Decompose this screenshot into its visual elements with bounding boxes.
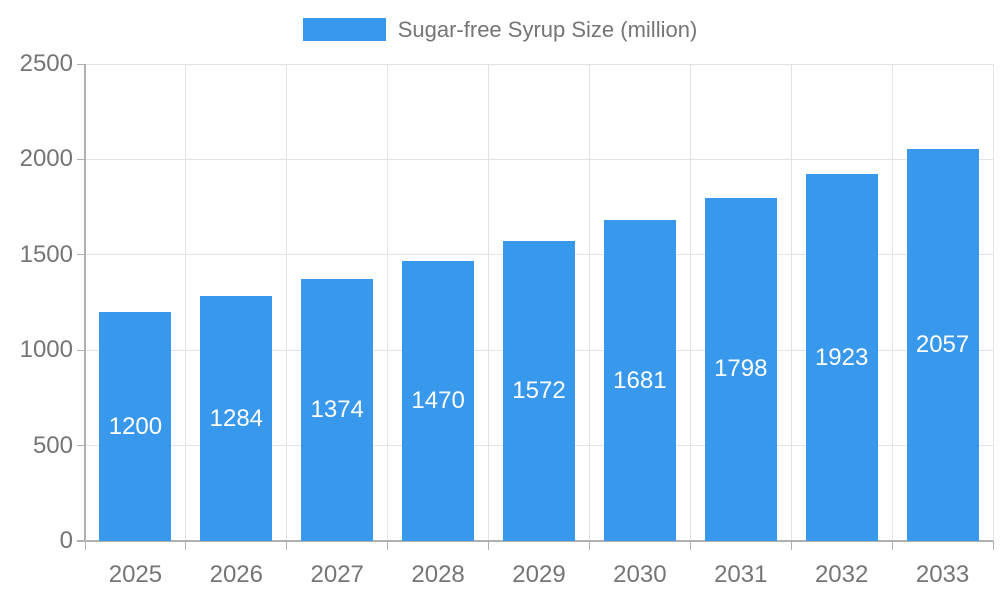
legend-color-swatch [302, 18, 386, 41]
x-axis-tick-label: 2025 [108, 561, 163, 588]
y-axis-tick [77, 349, 85, 351]
bar-2028[interactable] [402, 260, 475, 541]
bar-2032[interactable] [805, 174, 878, 541]
y-axis-tick-label: 500 [32, 431, 73, 459]
gridline-horizontal [85, 63, 993, 65]
gridline-vertical [992, 64, 994, 541]
y-axis-tick-label: 1000 [19, 336, 73, 364]
y-axis-tick [77, 158, 85, 160]
y-axis-tick [77, 63, 85, 65]
x-axis-tick-label: 2032 [814, 561, 869, 588]
bar-2027[interactable] [301, 278, 374, 541]
gridline-vertical [790, 64, 792, 541]
x-axis-tick-label: 2033 [915, 561, 970, 588]
bar-2033[interactable] [906, 148, 979, 541]
bar-2026[interactable] [200, 296, 273, 541]
x-axis-tick [992, 541, 994, 550]
x-axis-line [77, 540, 993, 542]
gridline-vertical [891, 64, 893, 541]
x-axis-tick [286, 541, 288, 550]
bar-2030[interactable] [603, 220, 676, 541]
gridline-vertical [185, 64, 187, 541]
x-axis-tick-label: 2030 [613, 561, 667, 588]
y-axis-tick [77, 254, 85, 256]
x-axis-tick-label: 2031 [714, 561, 768, 588]
y-axis-tick-label: 0 [59, 527, 73, 554]
y-axis-tick-label: 1500 [19, 240, 73, 268]
x-axis-tick [387, 541, 389, 550]
bar-2029[interactable] [503, 241, 575, 541]
legend: Sugar-free Syrup Size (million) [0, 18, 1000, 41]
x-axis-tick [84, 541, 86, 550]
x-axis-tick-label: 2028 [411, 561, 465, 588]
x-axis-tick-label: 2029 [512, 561, 566, 588]
legend-label: Sugar-free Syrup Size (million) [397, 17, 698, 42]
x-axis-tick [588, 541, 590, 550]
y-axis-tick-label: 2500 [19, 50, 73, 77]
x-axis-tick [689, 541, 691, 550]
gridline-vertical [588, 64, 590, 541]
y-axis-tick-label: 2000 [19, 145, 73, 173]
y-axis-tick [77, 445, 85, 447]
gridline-horizontal [85, 158, 993, 160]
y-axis-line [84, 64, 86, 541]
legend-item-sugar-free-syrup[interactable]: Sugar-free Syrup Size (million) [302, 17, 698, 42]
gridline-vertical [387, 64, 389, 541]
x-axis-tick-label: 2026 [209, 561, 263, 588]
x-axis-tick [891, 541, 893, 550]
bar-2031[interactable] [704, 197, 777, 541]
x-axis-tick [185, 541, 187, 550]
gridline-vertical [488, 64, 490, 541]
x-axis-tick-label: 2027 [310, 561, 364, 588]
gridline-vertical [286, 64, 288, 541]
x-axis-tick [488, 541, 490, 550]
x-axis-tick [790, 541, 792, 550]
bar-2025[interactable] [99, 312, 172, 541]
gridline-vertical [689, 64, 691, 541]
